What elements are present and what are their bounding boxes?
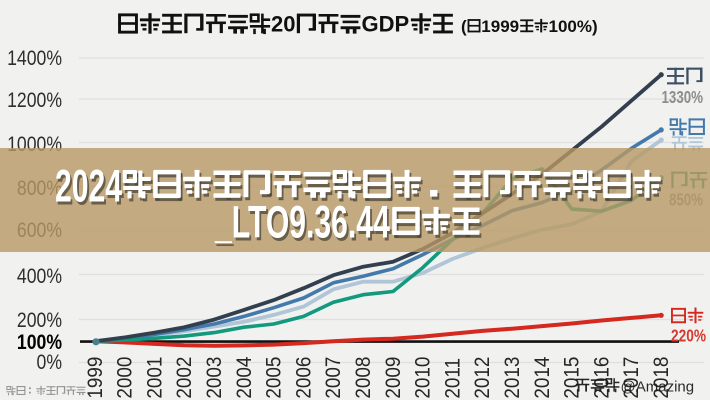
- svg-text:200%: 200%: [17, 308, 62, 332]
- svg-text:2017: 2017: [620, 357, 643, 399]
- svg-text:220%: 220%: [671, 327, 706, 346]
- svg-text:2004: 2004: [233, 357, 256, 399]
- svg-text:2016: 2016: [591, 357, 614, 399]
- svg-text:2014: 2014: [531, 357, 554, 399]
- svg-text:2012: 2012: [471, 357, 494, 399]
- svg-text:1200%: 1200%: [7, 88, 62, 112]
- svg-text:100%): 100%): [549, 17, 598, 36]
- svg-text:2005: 2005: [263, 357, 286, 399]
- svg-text:2000: 2000: [114, 357, 137, 399]
- svg-text:2009: 2009: [382, 357, 405, 399]
- svg-text:(: (: [461, 17, 467, 36]
- svg-text:2001: 2001: [144, 357, 167, 399]
- svg-text:2024: 2024: [55, 161, 123, 212]
- svg-text:1400%: 1400%: [7, 47, 62, 71]
- svg-text:100%: 100%: [17, 330, 62, 354]
- svg-text:2024: 2024: [57, 164, 125, 215]
- svg-text:2018: 2018: [650, 357, 673, 399]
- svg-text:2002: 2002: [173, 357, 196, 399]
- svg-text:GDP: GDP: [362, 11, 410, 36]
- svg-text:_LTO9.36.44: _LTO9.36.44: [214, 198, 390, 249]
- svg-text:2015: 2015: [561, 357, 584, 399]
- svg-text:0%: 0%: [37, 350, 62, 374]
- svg-text:2003: 2003: [203, 357, 226, 399]
- svg-text:2011: 2011: [442, 358, 465, 399]
- svg-text:1999: 1999: [84, 357, 107, 399]
- svg-text:2008: 2008: [352, 357, 375, 399]
- svg-text:1330%: 1330%: [662, 88, 703, 107]
- svg-text:20: 20: [271, 11, 295, 36]
- svg-text:2013: 2013: [501, 357, 524, 399]
- svg-text:1999: 1999: [481, 17, 519, 36]
- svg-text:2010: 2010: [412, 357, 435, 399]
- svg-text:2007: 2007: [322, 357, 345, 399]
- svg-text:2006: 2006: [293, 357, 316, 399]
- svg-text:_LTO9.36.44: _LTO9.36.44: [216, 201, 392, 252]
- svg-text:400%: 400%: [17, 264, 62, 288]
- svg-text:@Amazing: @Amazing: [621, 379, 695, 396]
